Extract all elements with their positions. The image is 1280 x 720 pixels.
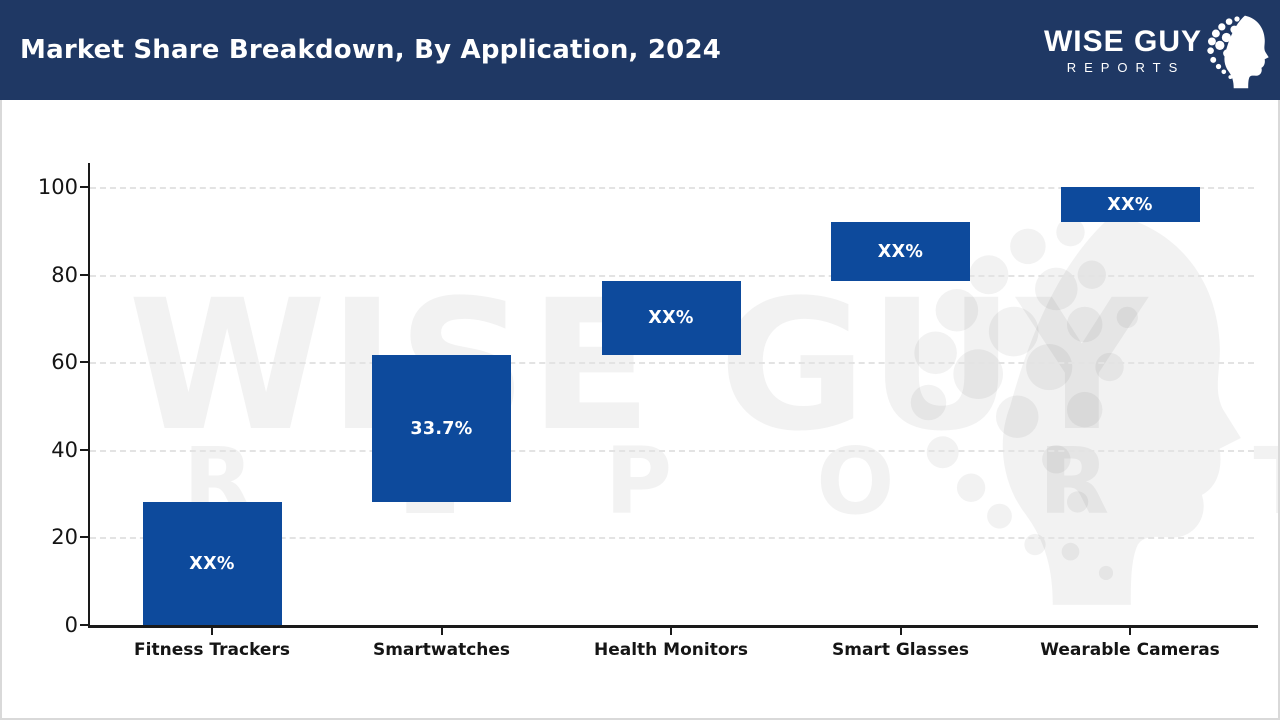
x-tick-mark: [899, 627, 902, 635]
x-axis-label: Fitness Trackers: [134, 640, 290, 660]
logo-wordmark: WISE GUY: [1043, 25, 1202, 58]
bar-health-monitors: XX%: [601, 281, 741, 355]
y-tick-mark-0: [80, 624, 88, 626]
bar-value-label: XX%: [877, 241, 924, 262]
x-tick-mark: [670, 627, 672, 635]
gridline-100: [90, 187, 1254, 189]
bar-value-label: 33.7%: [410, 418, 473, 439]
y-tick-label: 100: [37, 175, 78, 199]
bar-value-label: XX%: [648, 307, 694, 328]
bar-fitness-trackers: XX%: [142, 502, 282, 625]
header-bar: Market Share Breakdown, By Application, …: [0, 0, 1280, 100]
y-tick-mark-100: [80, 186, 88, 188]
y-tick-label: 40: [51, 437, 78, 462]
y-tick-label: 80: [51, 262, 78, 287]
x-axis-label: Smart Glasses: [832, 640, 969, 660]
plot-area: 0 20 40 60 80 100 XX% Fitness Trackers 33.7% Smar…: [0, 100, 1280, 720]
y-tick-mark-60: [80, 361, 88, 364]
gridline-60: [90, 362, 1254, 365]
y-axis-line: [88, 163, 90, 627]
bar-smartwatches: 33.7%: [372, 354, 511, 503]
gridline-80: [90, 274, 1254, 277]
bar-value-label: XX%: [189, 553, 235, 574]
logo-text: WISE GUY REPORTS: [1044, 25, 1202, 75]
y-tick-label: 60: [51, 350, 78, 375]
y-tick-mark-80: [80, 273, 88, 276]
chart-title: Market Share Breakdown, By Application, …: [20, 35, 722, 65]
x-tick-mark: [1129, 627, 1131, 635]
x-axis-label: Health Monitors: [593, 640, 749, 660]
y-tick-mark-20: [80, 536, 88, 539]
y-tick-label: 20: [51, 525, 78, 550]
wise-guy-reports-logo: WISE GUY REPORTS: [1044, 9, 1270, 91]
gridline-20: [90, 537, 1254, 540]
x-tick-mark: [440, 627, 443, 635]
logo-subtitle: REPORTS: [1066, 60, 1186, 75]
x-axis-label: Smartwatches: [372, 640, 511, 660]
bar-smart-glasses: XX%: [831, 222, 970, 282]
x-axis-line: [88, 625, 1258, 628]
logo-head-icon: [1207, 15, 1269, 89]
gridline-40: [90, 449, 1254, 452]
bar-wearable-cameras: XX%: [1060, 187, 1200, 223]
y-tick-mark-40: [80, 448, 88, 451]
bar-value-label: XX%: [1107, 194, 1153, 215]
y-tick-label: 0: [64, 613, 78, 637]
x-tick-mark: [211, 627, 213, 635]
x-axis-label: Wearable Cameras: [1040, 640, 1220, 660]
